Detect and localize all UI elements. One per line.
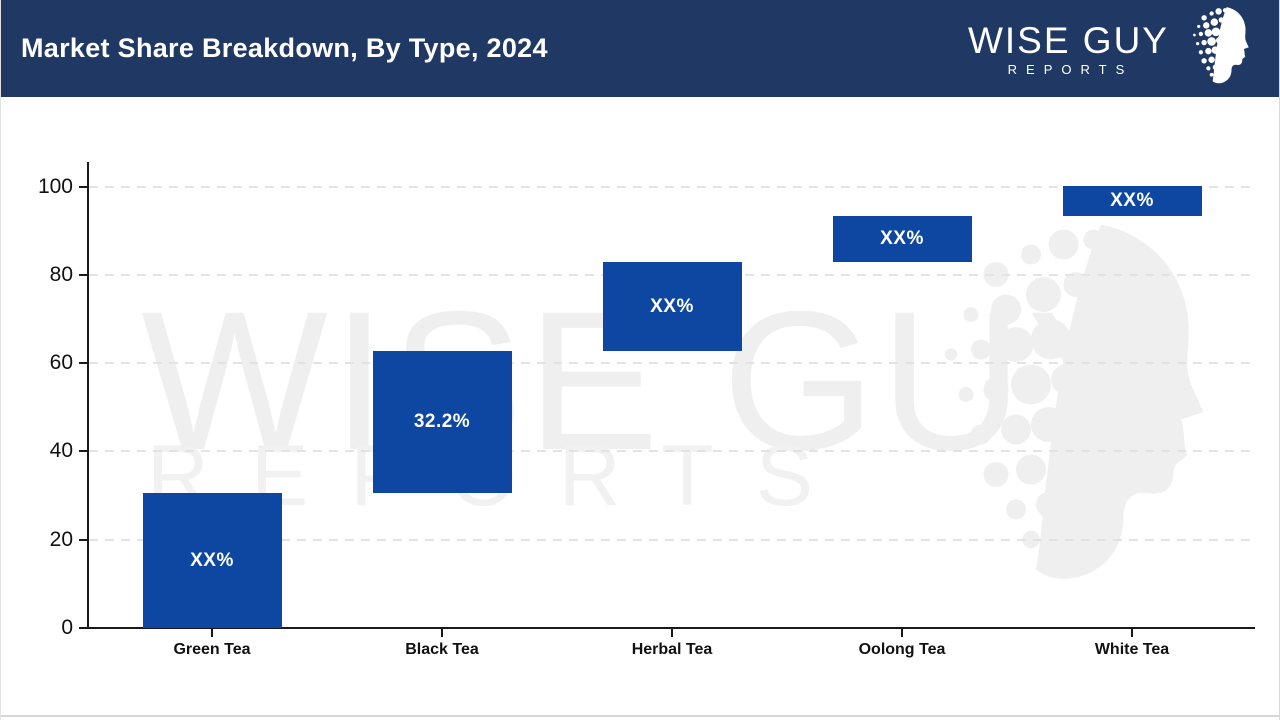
x-category-label: Green Tea — [173, 641, 251, 658]
y-tick-mark — [79, 450, 89, 453]
bar-value-label: XX% — [190, 549, 234, 571]
x-axis-spine — [87, 627, 1255, 629]
x-tick-mark — [901, 629, 903, 637]
y-tick-label: 100 — [37, 174, 73, 198]
y-tick-mark — [79, 273, 89, 276]
chart-bar-white-tea: XX% — [1062, 185, 1202, 216]
bar-value-label: XX% — [880, 228, 924, 250]
y-tick-label: 80 — [49, 262, 73, 286]
gridline-60 — [89, 362, 1255, 365]
header-bar: Market Share Breakdown, By Type, 2024 WI… — [1, 0, 1279, 97]
bar-value-label: XX% — [1110, 189, 1154, 211]
x-tick-mark — [671, 629, 673, 637]
wiseguy-logo: WISE GUY REPORTS — [968, 6, 1263, 92]
chart-bar-oolong-tea: XX% — [832, 215, 972, 263]
gridline-20 — [89, 538, 1255, 541]
x-tick-mark — [211, 629, 213, 637]
x-tick-mark — [1131, 629, 1133, 637]
y-tick-label: 20 — [49, 527, 73, 551]
x-category-label: Oolong Tea — [858, 641, 946, 658]
x-tick-mark — [441, 629, 443, 637]
y-tick-mark — [79, 538, 89, 541]
y-axis-spine — [87, 162, 89, 629]
y-tick-mark — [79, 362, 89, 365]
gridline-100 — [89, 185, 1255, 188]
x-category-label: Black Tea — [405, 641, 479, 658]
chart-bar-green-tea: XX% — [142, 493, 282, 628]
x-category-label: Herbal Tea — [631, 641, 713, 658]
y-tick-label: 60 — [49, 351, 73, 375]
chart-bar-black-tea: 32.2% — [372, 351, 512, 494]
y-tick-label: 40 — [49, 439, 73, 463]
gridline-40 — [89, 450, 1255, 453]
y-tick-mark — [79, 627, 89, 629]
page-title: Market Share Breakdown, By Type, 2024 — [21, 33, 548, 63]
y-tick-label: 0 — [61, 616, 73, 639]
x-category-label: White Tea — [1094, 641, 1170, 658]
logo-subtitle: REPORTS — [1007, 61, 1134, 77]
bar-value-label: 32.2% — [413, 411, 471, 433]
chart-bar-herbal-tea: XX% — [602, 262, 742, 352]
bar-value-label: XX% — [650, 295, 694, 317]
logo-wordmark: WISE GUY — [967, 19, 1169, 61]
bottom-rule — [1, 715, 1279, 717]
y-tick-mark — [79, 185, 89, 188]
logo-text: WISE GUY REPORTS — [968, 22, 1169, 76]
